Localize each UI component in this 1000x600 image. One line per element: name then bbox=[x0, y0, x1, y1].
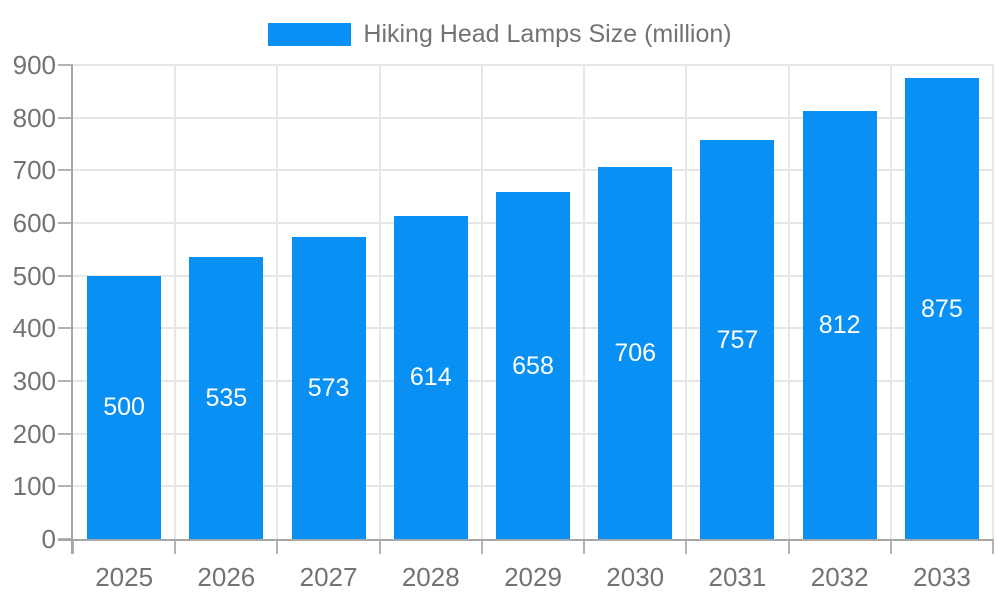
bar-value-label: 757 bbox=[716, 325, 759, 354]
gridline-vertical bbox=[787, 65, 790, 539]
y-axis-tick-label: 800 bbox=[12, 102, 56, 133]
x-axis-tick-mark bbox=[583, 539, 586, 554]
legend-label: Hiking Head Lamps Size (million) bbox=[363, 20, 732, 48]
x-axis-tick-label: 2028 bbox=[401, 562, 460, 592]
bar-value-label: 875 bbox=[921, 294, 963, 323]
bar-value-label: 658 bbox=[512, 351, 554, 380]
x-axis-tick-label: 2033 bbox=[912, 562, 971, 592]
y-axis-tick-label: 600 bbox=[12, 208, 56, 238]
gridline-vertical bbox=[174, 65, 177, 539]
bar bbox=[904, 78, 979, 539]
gridline-vertical bbox=[992, 65, 994, 539]
gridline-horizontal bbox=[73, 116, 993, 119]
gridline-horizontal bbox=[73, 169, 993, 172]
gridline-vertical bbox=[685, 65, 688, 539]
bar bbox=[87, 275, 162, 539]
gridline-vertical bbox=[480, 65, 483, 539]
x-axis-tick-mark bbox=[685, 539, 688, 554]
y-axis-tick-mark bbox=[58, 327, 73, 330]
x-axis-tick-mark bbox=[276, 539, 279, 554]
y-axis-tick-mark bbox=[58, 64, 73, 66]
gridline-vertical bbox=[889, 65, 892, 539]
gridline-vertical bbox=[583, 65, 586, 539]
bar bbox=[189, 257, 264, 539]
x-axis-tick-label: 2032 bbox=[810, 562, 869, 592]
bar bbox=[802, 111, 877, 539]
x-axis-tick-mark bbox=[378, 539, 381, 554]
bar-value-label: 500 bbox=[103, 393, 145, 422]
x-axis-tick-label: 2027 bbox=[299, 562, 358, 592]
x-axis-tick-mark bbox=[480, 539, 483, 554]
y-axis-tick-label: 700 bbox=[12, 155, 56, 186]
y-axis-tick-label: 0 bbox=[41, 524, 56, 554]
gridline-horizontal bbox=[73, 64, 993, 66]
x-axis-tick-mark bbox=[787, 539, 790, 554]
bar bbox=[700, 140, 775, 539]
bar-value-label: 535 bbox=[205, 384, 248, 413]
y-axis-tick-mark bbox=[58, 169, 73, 172]
y-axis-tick-mark bbox=[58, 116, 73, 119]
gridline-vertical bbox=[378, 65, 381, 539]
x-axis-line bbox=[58, 539, 993, 541]
x-axis-tick-mark bbox=[889, 539, 892, 554]
y-axis-tick-label: 300 bbox=[12, 366, 56, 396]
x-axis-tick-mark bbox=[72, 539, 74, 554]
bar bbox=[291, 237, 366, 539]
legend-swatch bbox=[268, 22, 352, 46]
y-axis-tick-label: 500 bbox=[12, 260, 56, 291]
chart-legend[interactable]: Hiking Head Lamps Size (million) bbox=[0, 19, 1000, 49]
y-axis-tick-mark bbox=[58, 222, 73, 224]
y-axis-tick-mark bbox=[58, 485, 73, 488]
y-axis-tick-label: 100 bbox=[12, 471, 56, 502]
y-axis-tick-label: 400 bbox=[12, 313, 56, 344]
bar-value-label: 812 bbox=[818, 311, 861, 340]
x-axis-tick-label: 2029 bbox=[504, 562, 562, 592]
x-axis-tick-label: 2031 bbox=[708, 562, 767, 592]
y-axis-tick-mark bbox=[58, 274, 73, 277]
bar bbox=[496, 192, 570, 539]
x-axis-tick-label: 2026 bbox=[197, 562, 256, 592]
x-axis-tick-label: 2030 bbox=[606, 562, 665, 592]
bar bbox=[393, 215, 468, 539]
bar bbox=[598, 167, 673, 539]
x-axis-tick-mark bbox=[174, 539, 177, 554]
bar-value-label: 706 bbox=[614, 339, 657, 368]
x-axis-tick-mark bbox=[992, 539, 994, 554]
plot-area: 0 100 200 300 400 500 600 700 800 900 500 2025 535 20… bbox=[13, 50, 994, 592]
y-axis-tick-label: 900 bbox=[12, 50, 56, 80]
x-axis-tick-label: 2025 bbox=[95, 562, 154, 592]
gridline-vertical bbox=[276, 65, 279, 539]
y-axis-tick-label: 200 bbox=[12, 418, 56, 449]
bar-value-label: 573 bbox=[307, 374, 350, 403]
bar-value-label: 614 bbox=[409, 363, 452, 392]
y-axis-tick-mark bbox=[58, 380, 73, 382]
y-axis-line bbox=[71, 65, 73, 554]
y-axis-tick-mark bbox=[58, 432, 73, 435]
